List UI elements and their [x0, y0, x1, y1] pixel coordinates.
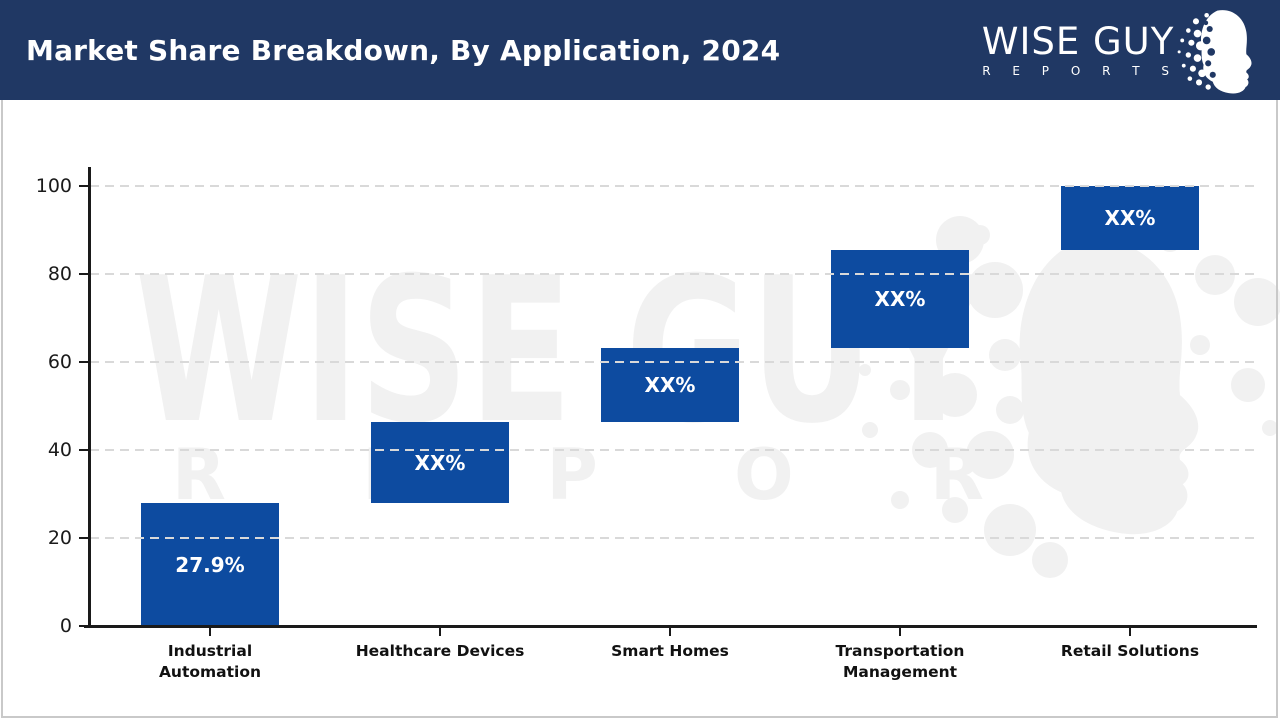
- x-axis-tick: [209, 628, 211, 636]
- header-bar: Market Share Breakdown, By Application, …: [0, 0, 1280, 100]
- brand-subname: R E P O R T S: [982, 63, 1178, 78]
- x-axis-tick: [899, 628, 901, 636]
- y-axis-label: 100: [35, 175, 72, 197]
- y-axis-label: 60: [47, 351, 72, 373]
- y-axis-line: [88, 167, 91, 628]
- x-axis-label: Transportation Management: [835, 642, 965, 681]
- y-axis-tick: [79, 449, 90, 451]
- bar-value-label: XX%: [874, 286, 926, 311]
- bar: [371, 421, 509, 504]
- y-axis-tick: [79, 537, 90, 539]
- bar: [141, 503, 279, 626]
- dotted-head-icon: [1177, 10, 1252, 94]
- bar-value-label: XX%: [414, 450, 466, 475]
- y-axis-tick: [79, 361, 90, 363]
- bar: [601, 347, 739, 422]
- grid-line: [90, 361, 1256, 363]
- bar-value-label: XX%: [644, 372, 696, 397]
- grid-line: [90, 449, 1256, 451]
- y-axis-tick: [79, 273, 90, 275]
- y-axis-label: 40: [47, 439, 72, 461]
- x-axis-tick: [669, 628, 671, 636]
- bar-value-label: XX%: [1104, 205, 1156, 230]
- x-axis-label: Retail Solutions: [1060, 642, 1200, 660]
- bar: [831, 249, 969, 348]
- bar: [1061, 186, 1199, 250]
- x-axis-tick: [1129, 628, 1131, 636]
- x-axis-line: [84, 625, 1257, 628]
- y-axis-label: 20: [47, 527, 72, 549]
- page-title: Market Share Breakdown, By Application, …: [26, 33, 781, 67]
- x-axis-label: Industrial Automation: [158, 642, 262, 681]
- y-axis-tick: [79, 625, 90, 627]
- y-axis-tick: [79, 185, 90, 187]
- grid-line: [90, 273, 1256, 275]
- y-axis-label: 80: [47, 263, 72, 285]
- brand-logo-text: WISE GUY R E P O R T S: [978, 23, 1178, 78]
- brand-name: WISE GUY: [981, 19, 1175, 63]
- x-axis-label: Healthcare Devices: [355, 642, 525, 660]
- grid-line: [90, 185, 1256, 187]
- x-axis-label: Smart Homes: [611, 642, 729, 660]
- x-axis-tick: [439, 628, 441, 636]
- chart-frame: [1, 100, 1278, 718]
- bar-value-label: 27.9%: [175, 552, 245, 577]
- brand-logo: WISE GUY R E P O R T S: [978, 6, 1254, 94]
- y-axis-label: 0: [59, 615, 72, 637]
- grid-line: [90, 537, 1256, 539]
